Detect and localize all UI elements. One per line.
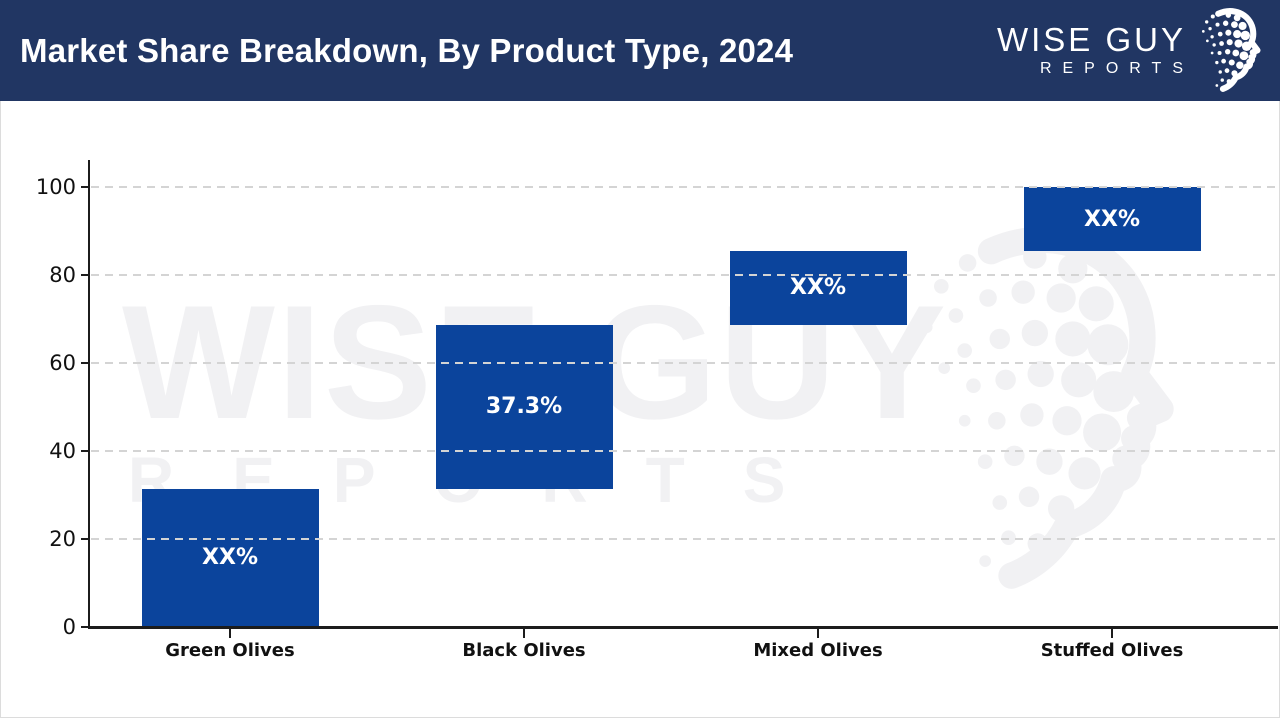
- y-tick-label: 80: [49, 263, 76, 287]
- gridline-20: [91, 538, 1278, 540]
- x-category-label: Stuffed Olives: [1040, 640, 1184, 661]
- logo-wordmark: WISE GUY: [996, 21, 1186, 59]
- bar-value-label: XX%: [1084, 206, 1140, 232]
- x-tick-mark: [523, 629, 525, 638]
- gridline-60: [91, 362, 1278, 364]
- waterfall-bar-black-olives: 37.3%: [435, 324, 613, 489]
- wise-guy-reports-logo: WISE GUY REPORTS: [997, 7, 1266, 95]
- x-category-label: Black Olives: [462, 640, 586, 661]
- x-tick-mark: [229, 629, 231, 638]
- gridline-80: [91, 274, 1278, 276]
- y-tick-label: 40: [49, 439, 76, 463]
- y-tick-mark: [81, 450, 89, 452]
- y-tick-mark: [81, 538, 89, 540]
- waterfall-bar-stuffed-olives: XX%: [1023, 187, 1201, 252]
- x-category-label: Mixed Olives: [753, 640, 883, 661]
- dotted-head-icon: [1201, 7, 1261, 92]
- y-tick-label: 100: [35, 175, 76, 199]
- y-axis-line: [88, 160, 90, 629]
- y-tick-mark: [81, 186, 89, 188]
- gridline-40: [91, 450, 1278, 452]
- logo-text: WISE GUY REPORTS: [997, 23, 1186, 78]
- y-tick-label: 60: [49, 351, 76, 375]
- page-title: Market Share Breakdown, By Product Type,…: [20, 31, 794, 69]
- bar-value-label: 37.3%: [485, 394, 563, 420]
- x-category-label: Green Olives: [165, 640, 295, 661]
- gridline-100: [91, 186, 1278, 188]
- y-tick-mark: [81, 362, 89, 364]
- waterfall-bar-mixed-olives: XX%: [729, 251, 907, 325]
- x-axis-line: [88, 626, 1278, 629]
- bar-value-label: XX%: [202, 545, 258, 571]
- header-bar: Market Share Breakdown, By Product Type,…: [0, 0, 1280, 101]
- watermark-head-icon: [868, 222, 1190, 602]
- x-tick-mark: [817, 629, 819, 638]
- y-tick-label: 20: [49, 527, 76, 551]
- y-tick-mark: [81, 626, 89, 628]
- bar-value-label: XX%: [790, 275, 846, 301]
- y-tick-mark: [81, 274, 89, 276]
- logo-subtitle: REPORTS: [1039, 59, 1194, 77]
- x-tick-mark: [1111, 629, 1113, 638]
- y-tick-label: 0: [62, 615, 76, 639]
- waterfall-bar-green-olives: XX%: [141, 488, 319, 627]
- dotted-head-icon: [920, 226, 1174, 589]
